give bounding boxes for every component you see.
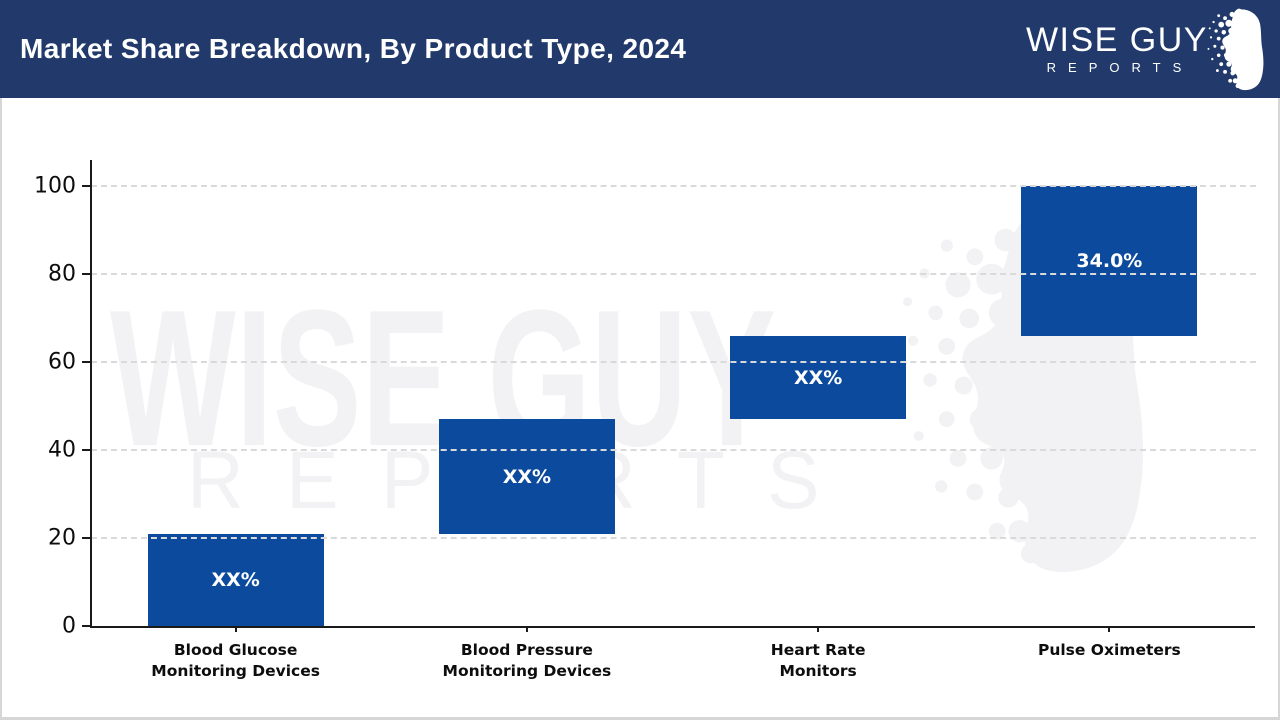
y-axis-tick — [82, 449, 90, 452]
x-axis-tick — [234, 626, 237, 632]
x-axis-category-label: Blood Pressure Monitoring Devices — [442, 641, 612, 680]
y-axis-tick-label: 0 — [62, 613, 76, 639]
x-axis-category-label: Blood Glucose Monitoring Devices — [151, 641, 320, 680]
logo-subtitle: REPORTS — [1046, 60, 1194, 76]
gridline — [91, 537, 1256, 540]
y-axis-tick-label: 100 — [34, 173, 76, 199]
bar-value-label: XX% — [502, 465, 552, 488]
bar-value-label: XX% — [793, 366, 843, 389]
y-axis-tick — [82, 537, 90, 540]
report-header: Market Share Breakdown, By Product Type,… — [0, 0, 1280, 98]
gridline — [91, 361, 1256, 364]
chart-canvas: WISE GUY REPORTS XX%XX%XX%34.0%020406080… — [0, 98, 1280, 720]
bar-value-label: XX% — [211, 568, 260, 591]
y-axis-tick-label: 40 — [48, 437, 76, 463]
y-axis-tick-label: 20 — [48, 525, 76, 551]
x-axis-tick — [817, 626, 820, 632]
x-axis-tick — [1108, 626, 1111, 632]
y-axis-tick — [82, 273, 90, 276]
x-axis-line — [90, 626, 1255, 628]
y-axis-line — [90, 160, 92, 628]
brand-logo: WISE GUY REPORTS — [1026, 8, 1280, 91]
logo-text: WISE GUY REPORTS — [1025, 20, 1208, 76]
x-axis-category-label: Heart Rate Monitors — [770, 641, 866, 680]
bar-segment — [1021, 186, 1198, 336]
bar-value-label: 34.0% — [1076, 250, 1143, 273]
bar-segment — [730, 335, 907, 420]
x-axis-category-label: Pulse Oximeters — [1037, 641, 1181, 659]
bar-segment — [438, 419, 615, 534]
bar-segment — [147, 533, 324, 626]
logo-wordmark: WISE GUY — [1025, 20, 1208, 59]
gridline — [91, 273, 1256, 276]
gridline — [91, 449, 1256, 452]
page-title: Market Share Breakdown, By Product Type,… — [20, 33, 687, 64]
wiseguy-face-icon — [1202, 8, 1266, 91]
y-axis-tick — [82, 361, 90, 364]
y-axis-tick-label: 60 — [48, 349, 76, 375]
x-axis-tick — [525, 626, 528, 632]
gridline — [91, 185, 1256, 188]
y-axis-tick — [82, 185, 90, 188]
y-axis-tick-label: 80 — [48, 261, 76, 287]
y-axis-tick — [82, 625, 90, 627]
